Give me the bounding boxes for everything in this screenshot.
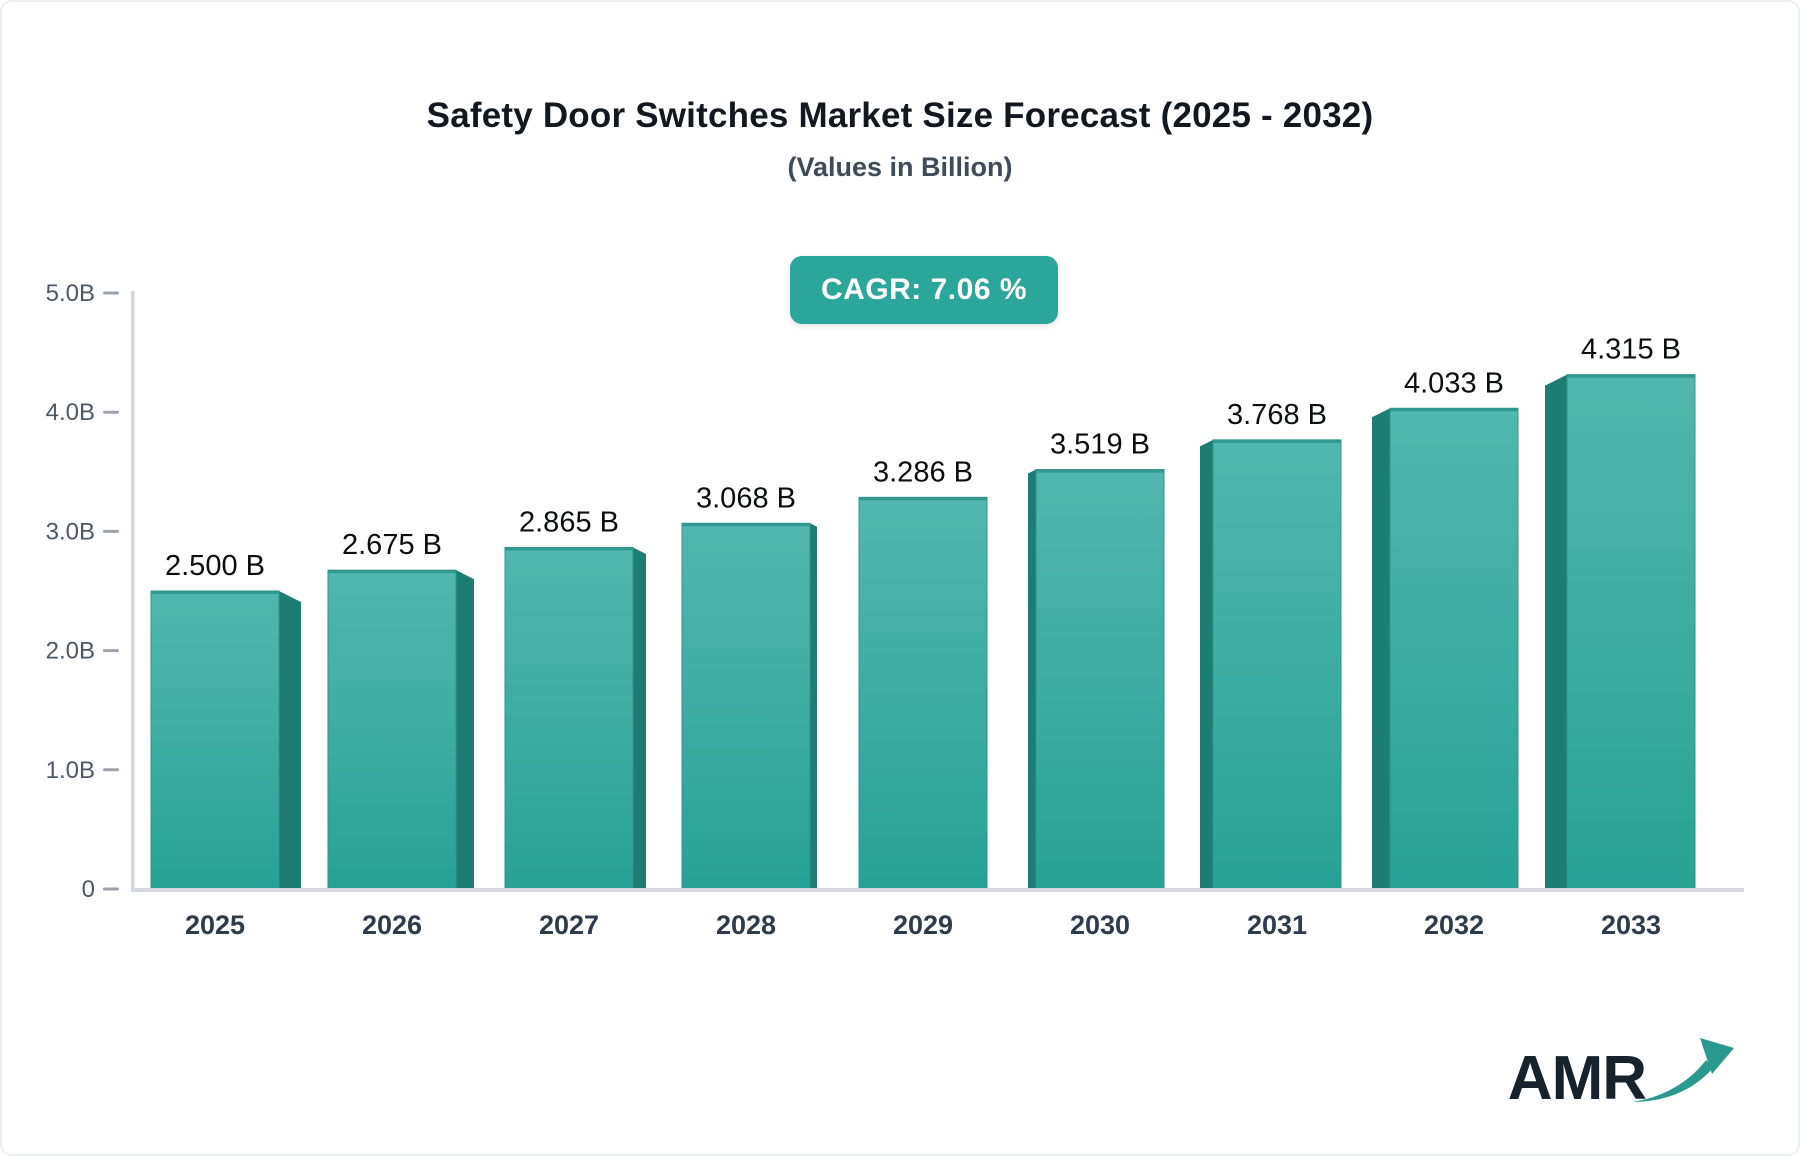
y-tick-label: 1.0B bbox=[46, 757, 95, 784]
bar-value-label: 3.768 B bbox=[1227, 399, 1327, 431]
x-category-label: 2029 bbox=[893, 910, 953, 940]
bar-side bbox=[1028, 469, 1036, 889]
bar-top-edge bbox=[151, 591, 279, 594]
bar-side bbox=[810, 523, 817, 889]
bar-value-label: 2.675 B bbox=[342, 529, 442, 561]
bar-face bbox=[1212, 439, 1342, 890]
bar-top-edge bbox=[1390, 408, 1518, 412]
bar-value-label: 2.500 B bbox=[165, 550, 265, 582]
y-tick-label: 2.0B bbox=[46, 638, 95, 665]
bar-top-edge bbox=[1036, 469, 1164, 473]
bar-top-edge bbox=[505, 547, 633, 551]
bar-face bbox=[1035, 469, 1165, 890]
bar-top-edge bbox=[1213, 439, 1341, 443]
x-category-label: 2025 bbox=[185, 910, 245, 940]
y-tick-label: 5.0B bbox=[46, 280, 95, 307]
amr-logo: AMR bbox=[1508, 1036, 1740, 1110]
y-tick bbox=[103, 768, 119, 772]
bar-value-label: 4.033 B bbox=[1404, 367, 1504, 399]
bar-face bbox=[504, 546, 634, 890]
y-tick bbox=[103, 649, 119, 653]
x-category-label: 2030 bbox=[1070, 910, 1130, 940]
bar-value-label: 3.286 B bbox=[873, 456, 973, 488]
bar-face bbox=[1389, 407, 1519, 890]
bar-side bbox=[1200, 439, 1213, 889]
bar-value-label: 3.519 B bbox=[1050, 429, 1150, 461]
bar-side bbox=[633, 547, 646, 889]
bar-face bbox=[681, 522, 811, 890]
page-title: Safety Door Switches Market Size Forecas… bbox=[426, 96, 1374, 135]
y-tick bbox=[103, 529, 119, 533]
bar-top-edge bbox=[1567, 374, 1695, 378]
x-category-label: 2033 bbox=[1601, 910, 1661, 940]
page-subtitle: (Values in Billion) bbox=[787, 152, 1013, 182]
x-category-label: 2028 bbox=[716, 910, 776, 940]
x-axis-line bbox=[131, 888, 1744, 892]
trend-up-arrow-icon bbox=[1632, 1038, 1734, 1102]
cagr-badge-label: CAGR: 7.06 % bbox=[820, 273, 1028, 306]
bar-side bbox=[456, 570, 474, 889]
y-axis-line bbox=[131, 291, 135, 891]
bar-top-edge bbox=[859, 497, 987, 501]
bar-face bbox=[150, 590, 280, 890]
y-tick-label: 4.0B bbox=[46, 399, 95, 426]
x-category-label: 2027 bbox=[539, 910, 599, 940]
bar-value-label: 4.315 B bbox=[1581, 334, 1681, 366]
bar-top-edge bbox=[328, 570, 456, 574]
x-category-label: 2032 bbox=[1424, 910, 1484, 940]
amr-logo-text: AMR bbox=[1507, 1044, 1647, 1113]
y-tick-label: 3.0B bbox=[46, 518, 95, 545]
bar-face bbox=[858, 496, 988, 890]
bar-side bbox=[279, 591, 301, 889]
y-tick bbox=[103, 291, 119, 295]
bar-side bbox=[1372, 408, 1390, 889]
y-tick-label: 0 bbox=[82, 876, 95, 903]
x-category-label: 2031 bbox=[1247, 910, 1307, 940]
bar-face bbox=[1566, 374, 1696, 890]
y-tick bbox=[103, 410, 119, 414]
bar-value-label: 2.865 B bbox=[519, 506, 619, 538]
bar-value-label: 3.068 B bbox=[696, 482, 796, 514]
y-tick bbox=[103, 887, 119, 891]
bar-side bbox=[1545, 374, 1567, 890]
bar-top-edge bbox=[682, 523, 810, 527]
bar-face bbox=[327, 569, 457, 890]
x-category-label: 2026 bbox=[362, 910, 422, 940]
cagr-badge: CAGR: 7.06 % bbox=[790, 256, 1058, 324]
